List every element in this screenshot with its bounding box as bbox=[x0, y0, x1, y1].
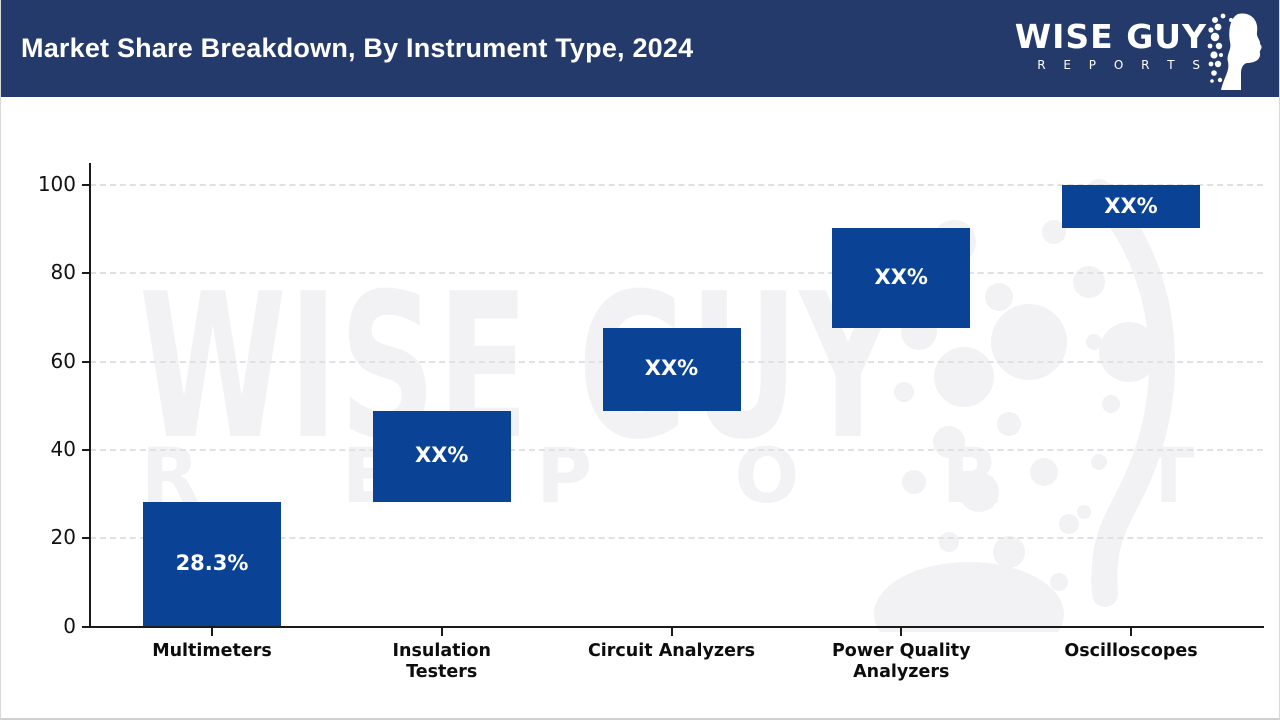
wiseguy-face-icon bbox=[1207, 13, 1262, 90]
x-tick-power-quality-analyzers bbox=[900, 628, 903, 636]
x-tick-multimeters bbox=[211, 628, 213, 636]
y-axis-spine bbox=[89, 163, 91, 628]
bar-multimeters bbox=[143, 501, 281, 627]
y-tick-100 bbox=[82, 184, 89, 186]
bar-value-label-oscilloscopes: XX% bbox=[1104, 193, 1158, 218]
x-category-label-power-quality-analyzers: Power Quality Analyzers bbox=[831, 641, 971, 682]
x-category-label-multimeters: Multimeters bbox=[152, 641, 272, 661]
wiseguy-logo: WISE GUY R E P O R T S bbox=[1015, 6, 1269, 92]
y-tick-40 bbox=[82, 448, 89, 451]
x-tick-circuit-analyzers bbox=[670, 628, 673, 636]
y-tick-0 bbox=[82, 625, 89, 628]
logo-subtext: R E P O R T S bbox=[1037, 58, 1207, 72]
x-tick-oscilloscopes bbox=[1130, 628, 1132, 636]
y-tick-label-60: 60 bbox=[50, 348, 76, 373]
x-tick-insulation-testers bbox=[440, 628, 443, 636]
bar-value-label-multimeters: 28.3% bbox=[175, 551, 249, 576]
bar-insulation-testers bbox=[372, 410, 511, 502]
y-tick-label-40: 40 bbox=[50, 436, 76, 461]
bar-power-quality-analyzers bbox=[832, 228, 971, 328]
x-category-label-circuit-analyzers: Circuit Analyzers bbox=[587, 641, 756, 661]
plot-area: 0 20 40 60 80 100 28.3% Multimeters XX% Insulatio… bbox=[1, 97, 1279, 718]
bar-value-label-circuit-analyzers: XX% bbox=[644, 356, 699, 381]
y-tick-label-80: 80 bbox=[50, 260, 76, 285]
y-tick-80 bbox=[82, 272, 89, 275]
x-category-label-oscilloscopes: Oscilloscopes bbox=[1064, 641, 1198, 661]
x-axis-spine bbox=[89, 626, 1264, 628]
chart-title: Market Share Breakdown, By Instrument Ty… bbox=[21, 33, 694, 63]
x-category-label-insulation-testers: Insulation Testers bbox=[392, 641, 492, 682]
header-bar: Market Share Breakdown, By Instrument Ty… bbox=[1, 0, 1279, 97]
watermark-wordmark: WISE GUY bbox=[139, 251, 898, 484]
bar-oscilloscopes bbox=[1062, 185, 1200, 229]
bar-value-label-power-quality-analyzers: XX% bbox=[874, 264, 928, 289]
gridline-20 bbox=[90, 537, 1263, 540]
y-tick-60 bbox=[82, 360, 89, 363]
bar-circuit-analyzers bbox=[602, 327, 741, 411]
logo-wordmark: WISE GUY bbox=[1014, 17, 1207, 56]
y-tick-20 bbox=[82, 537, 89, 540]
gridline-100 bbox=[90, 184, 1263, 186]
bar-value-label-insulation-testers: XX% bbox=[415, 443, 469, 468]
y-tick-label-0: 0 bbox=[63, 613, 76, 638]
y-tick-label-100: 100 bbox=[37, 172, 76, 196]
gridline-80 bbox=[90, 272, 1263, 275]
gridline-40 bbox=[90, 448, 1263, 451]
y-tick-label-20: 20 bbox=[50, 525, 76, 550]
